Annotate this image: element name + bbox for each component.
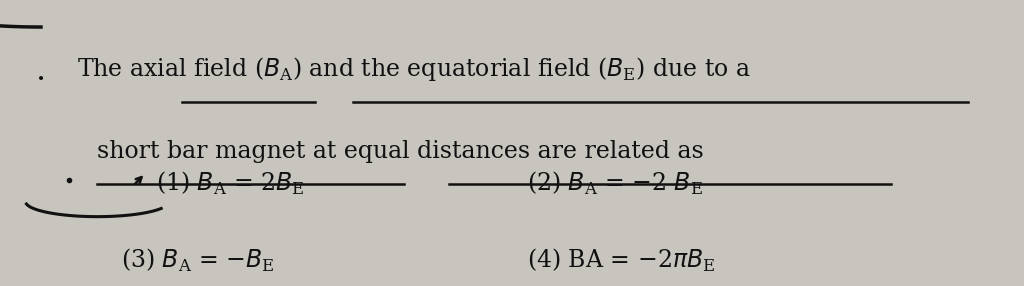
Text: The axial field ($B_{\mathregular{A}}$) and the equatorial field ($B_{\mathregul: The axial field ($B_{\mathregular{A}}$) … xyxy=(77,55,751,83)
Text: (2) $B_{\mathregular{A}}$ = $-$2 $B_{\mathregular{E}}$: (2) $B_{\mathregular{A}}$ = $-$2 $B_{\ma… xyxy=(527,169,703,197)
Text: (3) $B_{\mathregular{A}}$ = $-B_{\mathregular{E}}$: (3) $B_{\mathregular{A}}$ = $-B_{\mathre… xyxy=(121,247,274,274)
Text: (1) $B_{\mathregular{A}}$ = 2$B_{\mathregular{E}}$: (1) $B_{\mathregular{A}}$ = 2$B_{\mathre… xyxy=(156,169,304,197)
Text: short bar magnet at equal distances are related as: short bar magnet at equal distances are … xyxy=(97,140,705,163)
Text: .: . xyxy=(36,56,46,87)
Text: (4) BA = $-$2$\pi$$B_{\mathregular{E}}$: (4) BA = $-$2$\pi$$B_{\mathregular{E}}$ xyxy=(527,247,716,274)
